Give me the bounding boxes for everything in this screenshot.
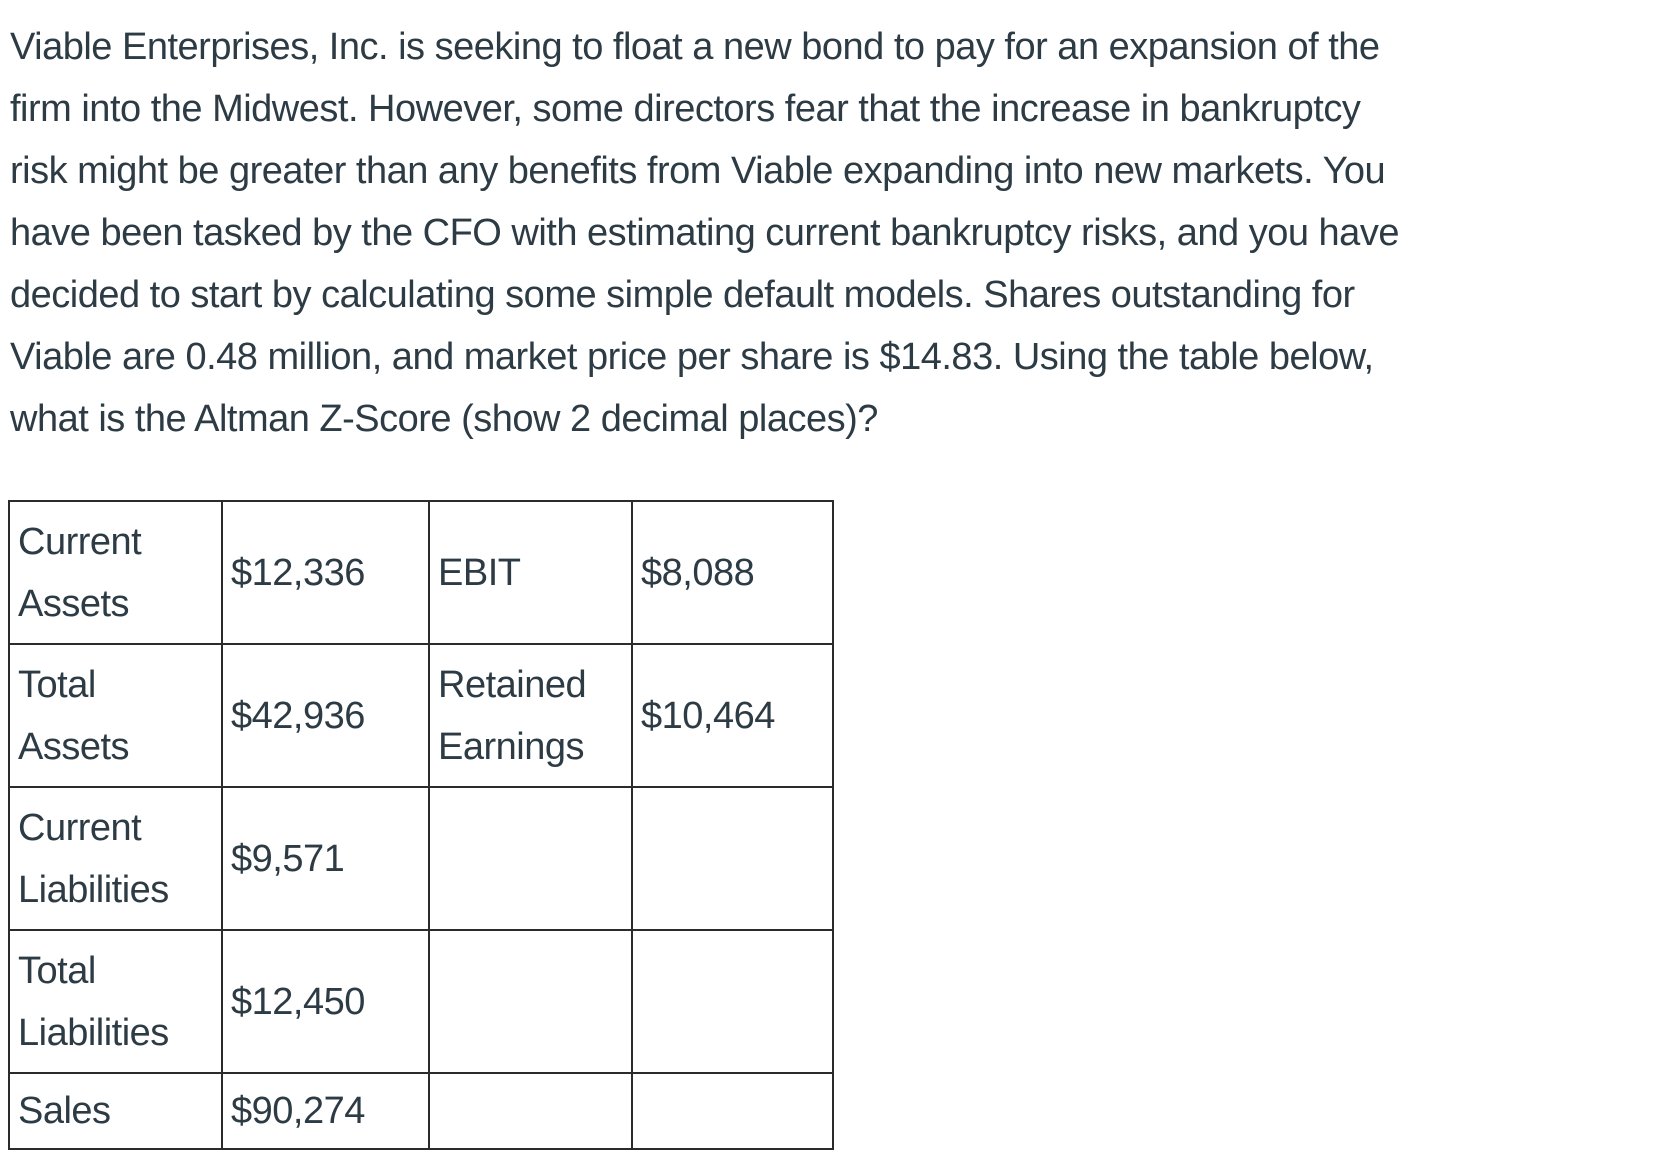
table-cell-value: $12,450 xyxy=(222,930,429,1073)
table-row: Total Liabilities $12,450 xyxy=(9,930,833,1073)
table-cell-label: EBIT xyxy=(429,501,632,644)
question-line: have been tasked by the CFO with estimat… xyxy=(10,202,1656,264)
question-page: Viable Enterprises, Inc. is seeking to f… xyxy=(0,0,1656,1150)
table-cell-value: $9,571 xyxy=(222,787,429,930)
table-cell-label: Sales xyxy=(9,1073,222,1149)
table-cell-value: $10,464 xyxy=(632,644,833,787)
table-row: Current Assets $12,336 EBIT $8,088 xyxy=(9,501,833,644)
table-cell-label: Total Liabilities xyxy=(9,930,222,1073)
table-cell-value: $42,936 xyxy=(222,644,429,787)
table-cell-empty xyxy=(632,930,833,1073)
table-cell-value: $12,336 xyxy=(222,501,429,644)
financial-data-table: Current Assets $12,336 EBIT $8,088 Total… xyxy=(8,500,834,1150)
table-row: Sales $90,274 xyxy=(9,1073,833,1149)
question-line: Viable are 0.48 million, and market pric… xyxy=(10,326,1656,388)
table-cell-empty xyxy=(632,1073,833,1149)
question-line: firm into the Midwest. However, some dir… xyxy=(10,78,1656,140)
table-cell-empty xyxy=(429,930,632,1073)
question-line: decided to start by calculating some sim… xyxy=(10,264,1656,326)
question-line: risk might be greater than any benefits … xyxy=(10,140,1656,202)
table-cell-empty xyxy=(429,787,632,930)
table-cell-label: Total Assets xyxy=(9,644,222,787)
question-line: Viable Enterprises, Inc. is seeking to f… xyxy=(10,16,1656,78)
question-text: Viable Enterprises, Inc. is seeking to f… xyxy=(10,16,1656,450)
table-row: Current Liabilities $9,571 xyxy=(9,787,833,930)
table-cell-label: Current Assets xyxy=(9,501,222,644)
table-cell-empty xyxy=(632,787,833,930)
table-row: Total Assets $42,936 Retained Earnings $… xyxy=(9,644,833,787)
table-cell-label: Current Liabilities xyxy=(9,787,222,930)
table-cell-label: Retained Earnings xyxy=(429,644,632,787)
table-cell-value: $8,088 xyxy=(632,501,833,644)
table-cell-empty xyxy=(429,1073,632,1149)
question-line: what is the Altman Z-Score (show 2 decim… xyxy=(10,388,1656,450)
table-cell-value: $90,274 xyxy=(222,1073,429,1149)
